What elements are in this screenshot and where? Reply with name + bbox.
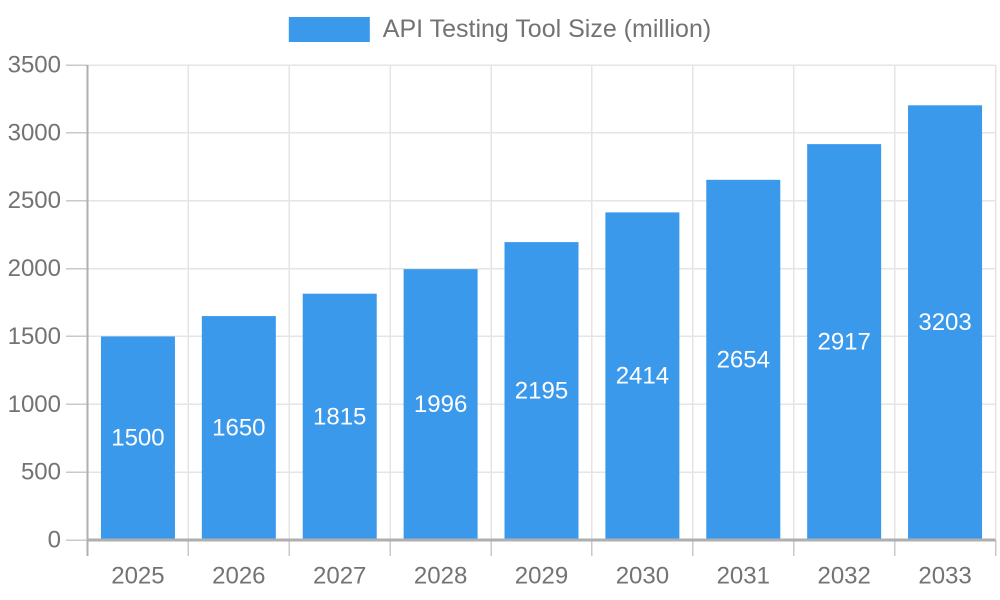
y-axis-label: 3000	[8, 119, 61, 146]
x-axis-label-2029: 2029	[515, 563, 568, 590]
x-axis-label-2028: 2028	[414, 563, 467, 590]
bar-2030[interactable]	[605, 212, 680, 540]
bar-value-label-2030: 2414	[616, 363, 669, 390]
x-axis-label-2026: 2026	[212, 563, 265, 590]
bar-2027[interactable]	[302, 293, 377, 540]
bar-2028[interactable]	[403, 269, 478, 540]
y-axis-label: 3500	[8, 52, 61, 79]
x-axis-label-2025: 2025	[111, 563, 164, 590]
y-axis-label: 1500	[8, 323, 61, 350]
x-axis-label-2033: 2033	[918, 563, 971, 590]
bar-2033[interactable]	[908, 105, 983, 541]
bar-value-label-2026: 1650	[212, 415, 265, 442]
bar-2025[interactable]	[100, 336, 175, 540]
bar-value-label-2032: 2917	[817, 329, 870, 356]
bar-value-label-2029: 2195	[515, 378, 568, 405]
bar-2029[interactable]	[504, 242, 579, 540]
bar-value-label-2025: 1500	[111, 425, 164, 452]
bar-value-label-2031: 2654	[717, 346, 770, 373]
y-axis-label: 1000	[8, 391, 61, 418]
bar-2032[interactable]	[807, 144, 882, 540]
bar-value-label-2027: 1815	[313, 403, 366, 430]
y-axis-label: 2500	[8, 187, 61, 214]
y-axis-label: 2000	[8, 255, 61, 282]
legend-item[interactable]: API Testing Tool Size (million)	[288, 15, 712, 43]
y-axis-label: 500	[21, 459, 61, 486]
bar-value-label-2033: 3203	[918, 309, 971, 336]
legend-label: API Testing Tool Size (million)	[382, 15, 712, 43]
x-axis-label-2031: 2031	[717, 563, 770, 590]
x-axis-label-2030: 2030	[616, 563, 669, 590]
bar-2026[interactable]	[201, 316, 276, 540]
bar-2031[interactable]	[706, 179, 781, 541]
y-axis-label: 0	[48, 527, 61, 554]
legend-swatch-icon	[288, 17, 370, 42]
bar-value-label-2028: 1996	[414, 391, 467, 418]
x-axis-label-2027: 2027	[313, 563, 366, 590]
x-axis-label-2032: 2032	[817, 563, 870, 590]
